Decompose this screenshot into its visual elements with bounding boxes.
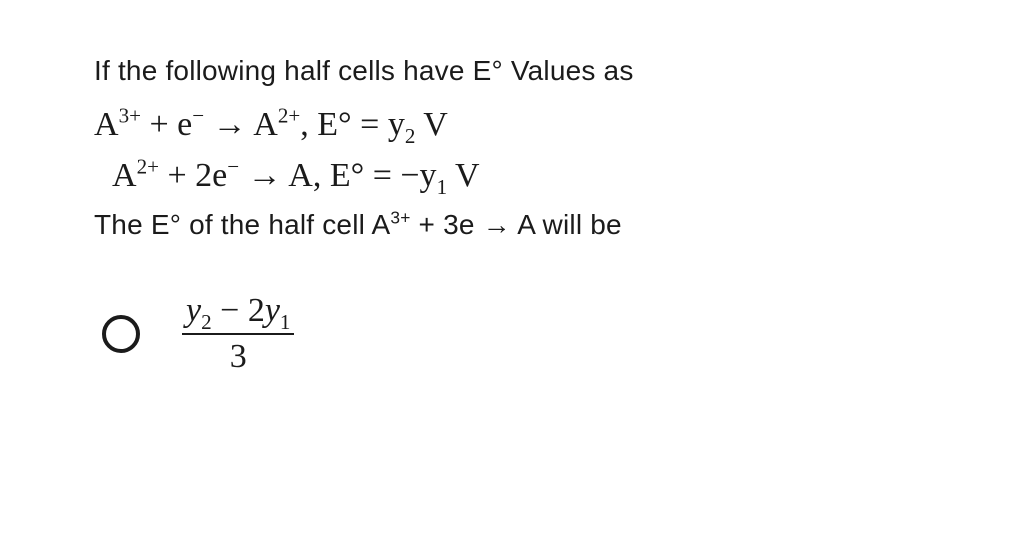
eq1-species-a: A xyxy=(94,106,119,143)
eq1-charge-3plus: 3+ xyxy=(119,103,141,127)
eq1-e-minus: − xyxy=(192,103,204,127)
radio-icon[interactable] xyxy=(102,315,140,353)
equation-2: A2+ + 2e− → A, E° = −y1 V xyxy=(94,151,964,200)
eq2-unit: V xyxy=(447,157,479,194)
num-y2: y xyxy=(265,292,280,329)
intro-text: If the following half cells have E° Valu… xyxy=(94,52,964,90)
eq1-y-sub2: 2 xyxy=(405,124,416,148)
num-y1: y xyxy=(186,292,201,329)
equation-1: A3+ + e− → A2+, E° = y2 V xyxy=(94,100,964,149)
question-block: If the following half cells have E° Valu… xyxy=(0,0,1024,375)
followup-sup: 3+ xyxy=(390,208,410,228)
eq1-charge-2plus: 2+ xyxy=(278,103,300,127)
eq1-unit: V xyxy=(415,106,447,143)
followup-text: The E° of the half cell A3+ + 3e → A wil… xyxy=(94,206,964,244)
eq1-e-eq-y: , E° = y xyxy=(300,106,405,143)
num-sub-2: 2 xyxy=(201,310,212,334)
num-sub-1: 1 xyxy=(280,310,291,334)
eq2-plus-2e: + 2e xyxy=(159,157,227,194)
option-fraction: y2 − 2y1 3 xyxy=(182,292,294,375)
eq2-charge-2plus: 2+ xyxy=(137,155,159,179)
eq1-species-a2: A xyxy=(253,106,278,143)
option-row[interactable]: y2 − 2y1 3 xyxy=(94,292,964,375)
followup-mid: + 3e → A will be xyxy=(411,209,622,240)
num-minus-2: − 2 xyxy=(212,292,265,329)
fraction-denominator: 3 xyxy=(182,333,294,375)
eq1-arrow: → xyxy=(204,106,253,143)
eq2-arrow: → xyxy=(239,157,288,194)
eq2-y-sub1: 1 xyxy=(437,175,448,199)
eq2-species-a: A xyxy=(112,157,137,194)
followup-pre: The E° of the half cell A xyxy=(94,209,390,240)
eq1-plus-e: + e xyxy=(141,106,192,143)
eq2-e-minus: − xyxy=(227,155,239,179)
fraction-numerator: y2 − 2y1 xyxy=(182,292,294,332)
eq2-rhs: A, E° = −y xyxy=(288,157,436,194)
